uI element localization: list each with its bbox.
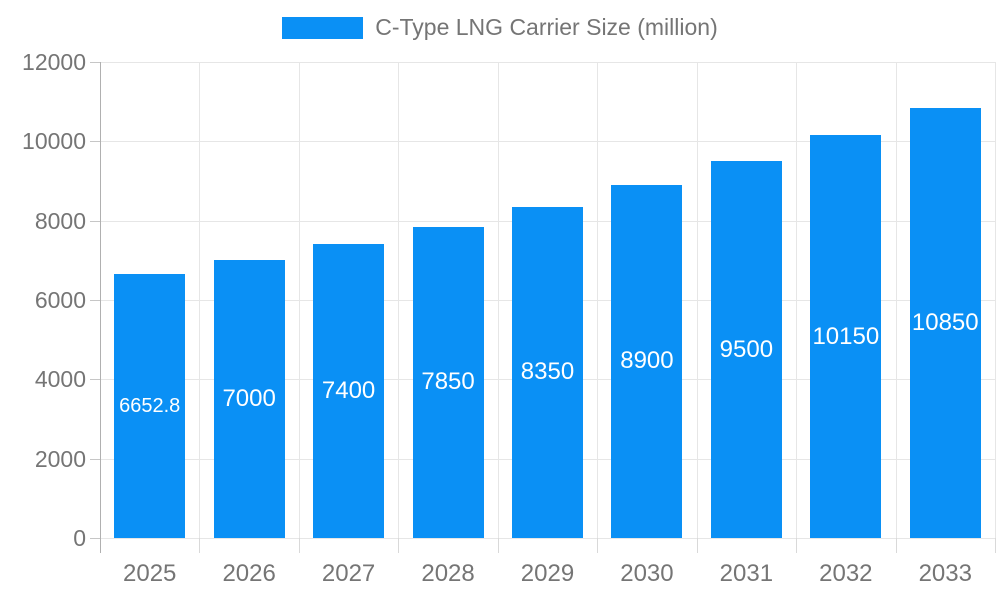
y-axis-tick-label: 4000 [34, 366, 86, 393]
y-axis-tick [90, 538, 100, 539]
bar [810, 135, 882, 538]
bar-value-label: 7850 [421, 368, 475, 396]
y-axis-tick-label: 0 [73, 525, 86, 551]
x-axis-tick-label: 2029 [520, 560, 575, 587]
y-axis-line [100, 62, 101, 553]
bar-value-label: 6652.8 [119, 395, 181, 418]
bar-value-label: 9500 [719, 335, 774, 363]
bar [512, 206, 583, 538]
y-axis-tick [90, 220, 100, 222]
x-axis-tick-label: 2025 [123, 560, 177, 587]
bar [213, 260, 285, 538]
x-gridline [696, 62, 698, 538]
bar [313, 244, 385, 538]
y-gridline [100, 538, 995, 539]
x-axis-tick [995, 538, 996, 553]
x-axis-tick-label: 2031 [719, 560, 774, 587]
bar-value-label: 7400 [321, 377, 376, 405]
legend-label: C-Type LNG Carrier Size (million) [375, 14, 718, 40]
y-axis-tick-label: 6000 [34, 287, 86, 313]
y-gridline [100, 62, 995, 63]
y-axis-tick [90, 141, 100, 143]
y-axis-tick [90, 300, 100, 301]
y-axis-tick [90, 379, 100, 381]
x-axis-tick [895, 538, 897, 553]
x-axis-tick-label: 2028 [421, 560, 475, 587]
y-axis-tick-label: 10000 [22, 128, 86, 155]
y-gridline [100, 141, 995, 143]
bar-value-label: 8350 [520, 358, 575, 386]
x-axis-tick [298, 538, 300, 553]
bar [412, 226, 484, 538]
bar-value-label: 10150 [812, 322, 880, 350]
x-gridline [298, 62, 300, 538]
bar [114, 274, 186, 538]
x-axis-tick [199, 538, 201, 553]
x-axis-tick-label: 2033 [918, 560, 972, 587]
x-axis-tick-label: 2030 [620, 560, 674, 587]
bar-value-label: 8900 [620, 347, 674, 375]
bar [909, 107, 981, 538]
x-gridline [995, 62, 996, 538]
y-axis-tick-label: 8000 [34, 207, 86, 234]
x-axis-tick [796, 538, 798, 553]
legend-swatch [282, 16, 364, 39]
y-axis-tick-label: 12000 [22, 49, 86, 75]
x-gridline [597, 62, 599, 538]
x-axis-tick-label: 2026 [222, 560, 276, 587]
x-axis-tick [597, 538, 599, 553]
bar-value-label: 10850 [911, 308, 979, 336]
bar-value-label: 7000 [222, 385, 276, 413]
y-axis-tick [90, 62, 100, 63]
y-axis-tick-label: 2000 [34, 445, 86, 472]
x-gridline [497, 62, 499, 538]
x-gridline [796, 62, 798, 538]
x-axis-tick [398, 538, 400, 553]
y-axis-tick [90, 458, 100, 460]
x-gridline [199, 62, 201, 538]
legend-item[interactable]: C-Type LNG Carrier Size (million) [0, 14, 1000, 41]
bar [710, 161, 782, 538]
x-axis-tick-label: 2032 [819, 560, 873, 587]
x-gridline [398, 62, 400, 538]
x-axis-tick [497, 538, 499, 553]
x-axis-tick-label: 2027 [321, 560, 376, 587]
x-gridline [895, 62, 897, 538]
bar [611, 184, 683, 538]
x-axis-tick [696, 538, 698, 553]
